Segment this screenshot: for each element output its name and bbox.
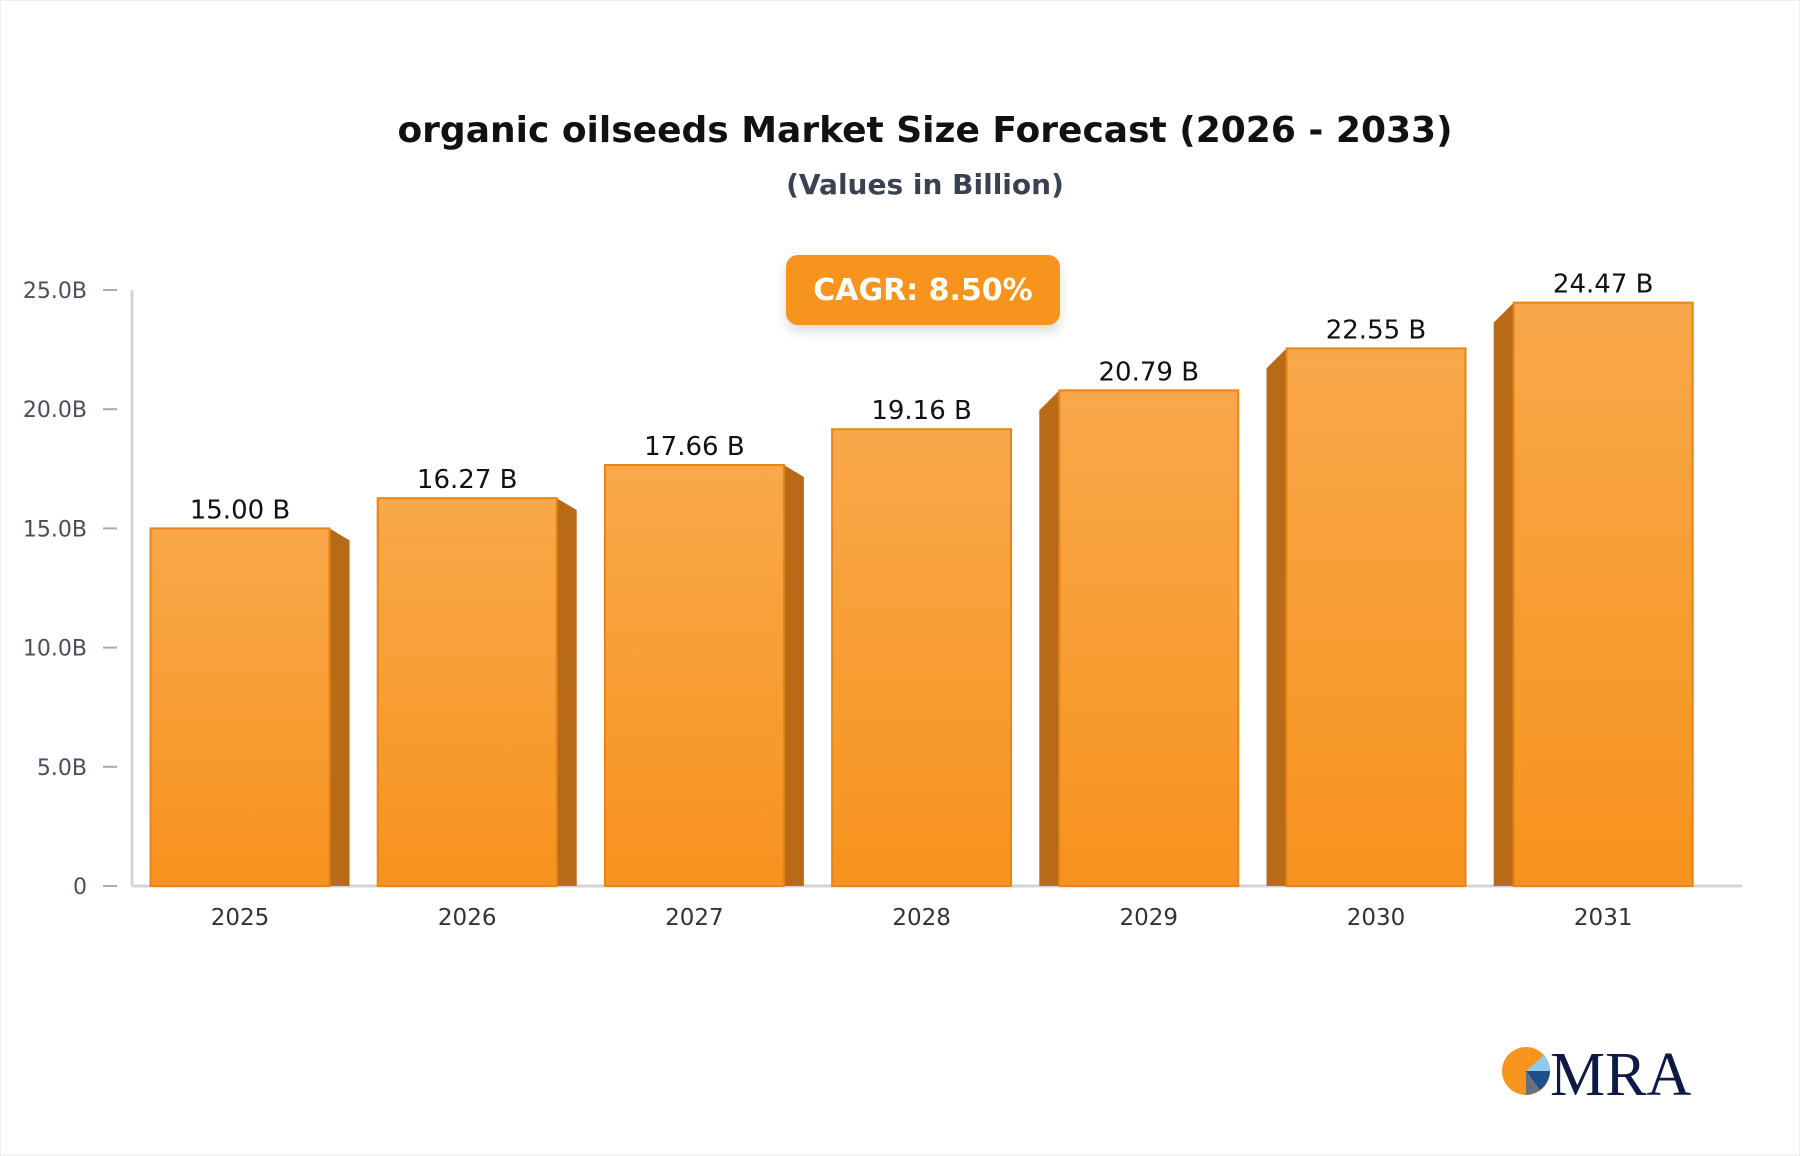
y-tick-label: 20.0B (23, 398, 87, 423)
bar-2030 (1285, 347, 1467, 887)
x-tick-label: 2030 (1347, 905, 1406, 931)
bar-2028 (831, 428, 1013, 887)
bar-side (556, 498, 577, 886)
bar-side (1493, 302, 1514, 886)
y-tick-label: 15.0B (23, 517, 87, 542)
data-label: 17.66 B (644, 432, 745, 462)
y-tick-label: 10.0B (23, 637, 87, 662)
data-label: 15.00 B (190, 495, 291, 525)
cagr-badge: CAGR: 8.50% (786, 255, 1060, 325)
y-tick-label: 0 (73, 875, 87, 900)
bar-2031 (1512, 301, 1694, 887)
x-tick-label: 2031 (1574, 905, 1633, 931)
data-label: 16.27 B (417, 465, 518, 495)
data-label: 19.16 B (871, 396, 972, 426)
chart-title: organic oilseeds Market Size Forecast (2… (397, 110, 1453, 151)
x-tick-label: 2029 (1120, 905, 1179, 931)
bar-side (1039, 390, 1060, 886)
y-tick-label: 25.0B (23, 279, 87, 304)
data-label: 24.47 B (1553, 270, 1654, 300)
x-tick-label: 2026 (438, 905, 497, 931)
x-tick-label: 2027 (665, 905, 724, 931)
data-label: 20.79 B (1099, 357, 1200, 387)
mra-logo: MRA (1502, 1041, 1691, 1105)
bar-side (329, 528, 350, 886)
x-tick-label: 2025 (211, 905, 270, 931)
bar-2029 (1058, 389, 1240, 887)
bar-2025 (149, 527, 331, 888)
bar-2026 (376, 497, 558, 887)
bar-side (783, 464, 804, 886)
bar-2027 (603, 463, 785, 887)
chart-subtitle: (Values in Billion) (786, 168, 1064, 201)
data-label: 22.55 B (1326, 315, 1427, 345)
bar-side (1266, 348, 1287, 887)
x-tick-label: 2028 (892, 905, 951, 931)
logo-text: MRA (1550, 1041, 1691, 1105)
y-tick-label: 5.0B (37, 756, 87, 781)
